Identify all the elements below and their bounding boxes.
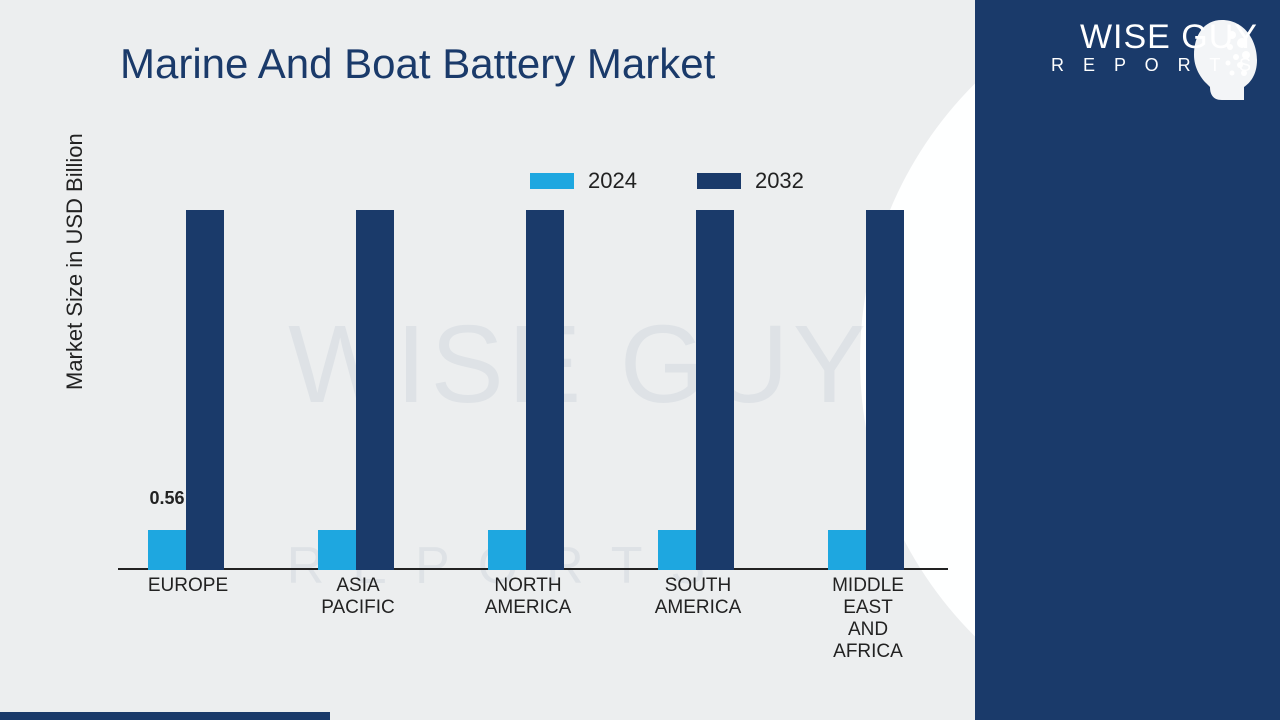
bar-series-b <box>696 210 734 570</box>
bar-series-b <box>526 210 564 570</box>
y-axis-label: Market Size in USD Billion <box>62 133 88 390</box>
x-axis-label: EUROPE <box>118 575 258 597</box>
footer-accent-bar <box>0 712 330 720</box>
bar-series-b <box>186 210 224 570</box>
x-axis-label: ASIAPACIFIC <box>288 575 428 619</box>
x-axis-label: SOUTHAMERICA <box>628 575 768 619</box>
x-axis-label: MIDDLEEASTANDAFRICA <box>798 575 938 662</box>
legend-swatch-a <box>530 173 574 189</box>
logo-line-1: WISE GUY <box>1051 20 1258 56</box>
x-axis-label: NORTHAMERICA <box>458 575 598 619</box>
legend-swatch-b <box>697 173 741 189</box>
bar-value-label: 0.56 <box>149 488 184 509</box>
legend-item-b: 2032 <box>697 168 804 194</box>
bar-series-a <box>488 530 526 570</box>
right-panel <box>975 0 1280 720</box>
bar-series-a <box>148 530 186 570</box>
bar-series-b <box>356 210 394 570</box>
bar-series-a <box>828 530 866 570</box>
stage: WISE GUY R E P O R T S Marine And Boat B… <box>0 0 1280 720</box>
legend-label-a: 2024 <box>588 168 637 194</box>
plot-area: 0.56 <box>118 210 948 570</box>
legend-label-b: 2032 <box>755 168 804 194</box>
bar-series-b <box>866 210 904 570</box>
brand-logo: WISE GUY R E P O R T S <box>1051 20 1258 75</box>
legend: 2024 2032 <box>530 168 804 194</box>
chart-title: Marine And Boat Battery Market <box>120 40 715 88</box>
bar-series-a <box>318 530 356 570</box>
logo-line-2: R E P O R T S <box>1051 56 1258 75</box>
legend-item-a: 2024 <box>530 168 637 194</box>
bar-series-a <box>658 530 696 570</box>
